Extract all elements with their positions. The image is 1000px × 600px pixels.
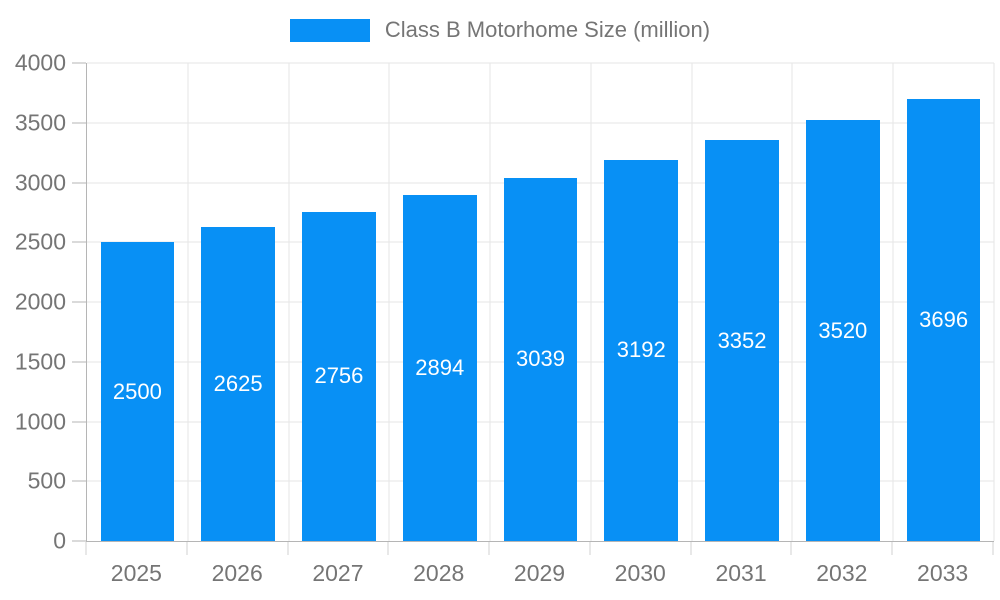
x-tick-label: 2030	[614, 560, 666, 586]
bar: 3352	[705, 140, 779, 541]
x-tick-label: 2028	[413, 560, 465, 586]
legend-swatch	[289, 18, 370, 42]
x-axis: 2025 2026 2027 2028 2029 2030 2031 2032 2033	[85, 542, 994, 600]
bar-value-label: 3039	[516, 346, 565, 372]
gridline-vertical	[993, 63, 995, 541]
legend-label: Class B Motorhome Size (million)	[384, 17, 711, 42]
bar: 2500	[100, 242, 175, 541]
y-tick-label: 3500	[14, 109, 66, 136]
y-tick	[72, 241, 86, 243]
y-tick	[72, 62, 86, 64]
x-tick-label: 2033	[917, 560, 969, 586]
y-tick-label: 4000	[14, 49, 66, 76]
y-tick-label: 0	[53, 527, 66, 554]
x-tick	[488, 542, 490, 555]
y-tick-label: 3000	[14, 169, 66, 195]
bar: 2756	[302, 211, 376, 541]
y-tick-label: 1000	[14, 408, 66, 434]
gridline-vertical	[388, 63, 390, 541]
y-tick	[72, 182, 86, 183]
x-tick	[186, 542, 188, 555]
y-tick	[72, 540, 86, 542]
gridline-horizontal	[87, 62, 994, 64]
x-tick-label: 2029	[513, 560, 566, 586]
x-tick	[589, 542, 591, 555]
bar-value-label: 2756	[314, 363, 364, 389]
bar-value-label: 2625	[213, 371, 263, 397]
gridline-vertical	[892, 63, 894, 541]
bar: 2894	[402, 195, 477, 541]
legend: Class B Motorhome Size (million)	[0, 16, 1000, 44]
x-tick-label: 2027	[312, 560, 364, 586]
bar: 3192	[604, 159, 679, 541]
x-tick-label: 2026	[211, 560, 263, 586]
bar: 3696	[906, 99, 981, 541]
bar-value-label: 2894	[415, 355, 465, 381]
y-tick	[72, 480, 86, 482]
bar: 3520	[806, 120, 880, 541]
x-tick	[891, 542, 893, 555]
x-tick	[85, 542, 87, 555]
y-tick	[72, 301, 86, 303]
x-tick-label: 2031	[715, 560, 767, 586]
gridline-vertical	[489, 63, 491, 541]
gridline-vertical	[791, 63, 793, 541]
x-tick-label: 2032	[816, 560, 868, 586]
y-tick-label: 1500	[14, 348, 66, 375]
gridline-vertical	[288, 63, 290, 541]
y-axis: 0 500 1000 1500 2000 2500 3000 3500 4000	[0, 50, 86, 554]
x-tick	[690, 542, 692, 555]
bar-value-label: 3520	[818, 317, 868, 343]
bar: 2625	[201, 227, 275, 541]
x-tick	[287, 542, 289, 555]
bar-value-label: 3352	[717, 327, 767, 353]
bar-value-label: 3192	[616, 337, 666, 363]
y-tick-label: 2000	[14, 288, 66, 315]
plot-area: 2500 2625 2756 2894 3039 3192 3352 3520 3696	[86, 62, 995, 542]
bar-value-label: 2500	[112, 378, 162, 404]
bar-value-label: 3696	[919, 307, 969, 333]
gridline-vertical	[590, 63, 592, 541]
y-tick-label: 2500	[14, 228, 66, 255]
bar: 3039	[503, 177, 578, 541]
y-tick	[72, 361, 86, 363]
gridline-vertical	[187, 63, 189, 541]
gridline-vertical	[691, 63, 693, 541]
x-tick-label: 2025	[110, 560, 162, 586]
gridline-horizontal	[87, 122, 994, 124]
x-tick	[992, 542, 994, 555]
x-tick	[387, 542, 389, 555]
y-tick-label: 500	[27, 467, 66, 494]
y-tick	[72, 122, 86, 124]
y-tick	[72, 421, 86, 422]
x-tick	[790, 542, 792, 555]
